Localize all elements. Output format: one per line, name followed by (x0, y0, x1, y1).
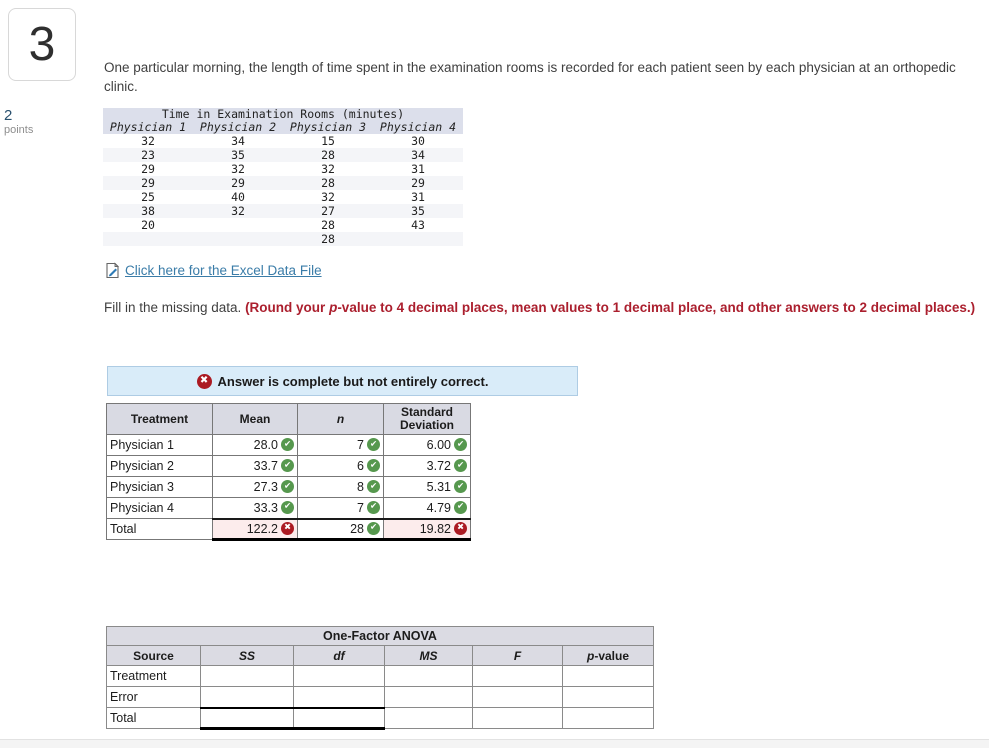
header-mean: Mean (212, 403, 298, 435)
sd-total-input[interactable]: 19.82 (383, 517, 471, 541)
col-physician-3: Physician 3 (289, 120, 367, 134)
correct-icon (367, 500, 380, 514)
excel-file-icon (106, 262, 120, 279)
sd-input[interactable]: 3.72 (383, 455, 471, 477)
ss-treatment-input[interactable] (200, 665, 294, 687)
summary-row-physician-3: Physician 3 27.3 8 5.31 (106, 476, 471, 498)
data-row: 29 32 32 31 (141, 161, 425, 176)
incorrect-icon (196, 373, 212, 389)
n-total-input[interactable]: 28 (297, 517, 384, 541)
correct-icon (454, 459, 467, 472)
anova-row-error: Error (106, 686, 654, 708)
n-input[interactable]: 7 (297, 434, 384, 456)
header-n: n (297, 403, 384, 435)
data-row: 32 34 15 30 (141, 133, 425, 148)
page-footer-divider (0, 739, 989, 748)
correct-icon (367, 521, 380, 535)
mean-total-input[interactable]: 122.2 (212, 517, 298, 541)
anova-title-row: One-Factor ANOVA (106, 626, 654, 646)
data-row: 25 40 32 31 (141, 189, 425, 204)
incorrect-icon (454, 521, 467, 535)
data-row: 38 32 27 35 (103, 204, 463, 218)
header-standard-deviation: Standard Deviation (383, 403, 471, 435)
instruction-text: Fill in the missing data. (Round your p-… (104, 299, 982, 317)
mean-input[interactable]: 33.3 (212, 497, 298, 519)
header-treatment: Treatment (106, 403, 213, 435)
points-label: points (4, 124, 34, 136)
mean-input[interactable]: 28.0 (212, 434, 298, 456)
anova-row-total: Total (106, 706, 654, 730)
excel-link-row: Click here for the Excel Data File (104, 262, 322, 279)
instruction-red-post: -value to 4 decimal places, mean values … (337, 300, 976, 315)
n-input[interactable]: 6 (297, 455, 384, 477)
header-source: Source (106, 645, 201, 666)
data-row: 28 (103, 232, 463, 246)
anova-title: One-Factor ANOVA (106, 626, 654, 646)
instruction-red-pre: (Round your (245, 300, 330, 315)
correct-icon (367, 480, 380, 493)
correct-icon (367, 459, 380, 472)
anova-table: One-Factor ANOVA Source SS df MS F p-val… (106, 626, 654, 730)
correct-icon (281, 459, 294, 472)
time-data-table: Time in Examination Rooms (minutes) Phys… (103, 108, 463, 246)
question-number-card: 3 (8, 8, 76, 81)
instruction-normal: Fill in the missing data. (104, 300, 246, 315)
question-text: One particular morning, the length of ti… (104, 60, 956, 94)
feedback-banner-text: Answer is complete but not entirely corr… (217, 373, 489, 389)
sd-input[interactable]: 5.31 (383, 476, 471, 498)
correct-icon (454, 480, 467, 493)
points-value: 2 (4, 107, 13, 124)
anova-header-row: Source SS df MS F p-value (106, 645, 654, 666)
correct-icon (281, 438, 294, 451)
n-input[interactable]: 8 (297, 476, 384, 498)
ss-error-input[interactable] (200, 686, 294, 708)
correct-icon (367, 438, 380, 451)
summary-row-physician-2: Physician 2 33.7 6 3.72 (106, 455, 471, 477)
summary-statistics-table: Treatment Mean n Standard Deviation Phys… (106, 403, 471, 541)
incorrect-icon (281, 521, 294, 535)
mean-input[interactable]: 27.3 (212, 476, 298, 498)
header-ss: SS (200, 645, 294, 666)
header-ms: MS (384, 645, 473, 666)
ms-error-input[interactable] (384, 686, 473, 708)
col-physician-4: Physician 4 (379, 120, 457, 134)
correct-icon (454, 500, 467, 514)
data-table-title: Time in Examination Rooms (minutes) (161, 107, 405, 121)
df-error-input[interactable] (293, 686, 385, 708)
header-df: df (293, 645, 385, 666)
p-value-input[interactable] (562, 665, 654, 687)
data-row: 23 35 28 34 (103, 148, 463, 162)
data-row: 20 28 43 (141, 217, 425, 232)
ms-treatment-input[interactable] (384, 665, 473, 687)
data-row: 29 29 28 29 (103, 176, 463, 190)
data-table-title-row: Time in Examination Rooms (minutes) (103, 108, 463, 121)
feedback-banner: Answer is complete but not entirely corr… (107, 366, 578, 396)
df-total-input[interactable] (293, 706, 385, 730)
data-table-header-row: Physician 1 Physician 2 Physician 3 Phys… (103, 121, 463, 134)
col-physician-1: Physician 1 (109, 120, 187, 134)
header-f: F (472, 645, 563, 666)
sd-input[interactable]: 4.79 (383, 497, 471, 519)
points-block: 2 points (4, 108, 33, 138)
question-number: 3 (28, 18, 56, 71)
instruction-p-italic: p (329, 300, 338, 315)
correct-icon (281, 480, 294, 493)
df-treatment-input[interactable] (293, 665, 385, 687)
summary-header-row: Treatment Mean n Standard Deviation (106, 403, 471, 435)
col-physician-2: Physician 2 (199, 120, 277, 134)
summary-row-physician-4: Physician 4 33.3 7 4.79 (106, 497, 471, 519)
summary-row-physician-1: Physician 1 28.0 7 6.00 (106, 434, 471, 456)
correct-icon (281, 500, 294, 514)
mean-input[interactable]: 33.7 (212, 455, 298, 477)
n-input[interactable]: 7 (297, 497, 384, 519)
excel-data-file-link[interactable]: Click here for the Excel Data File (125, 263, 322, 278)
summary-row-total: Total 122.2 28 19.82 (106, 517, 471, 541)
header-p-value: p-value (562, 645, 654, 666)
ss-total-input[interactable] (200, 706, 294, 730)
correct-icon (454, 438, 467, 451)
anova-row-treatment: Treatment (106, 665, 654, 687)
f-treatment-input[interactable] (472, 665, 563, 687)
sd-input[interactable]: 6.00 (383, 434, 471, 456)
